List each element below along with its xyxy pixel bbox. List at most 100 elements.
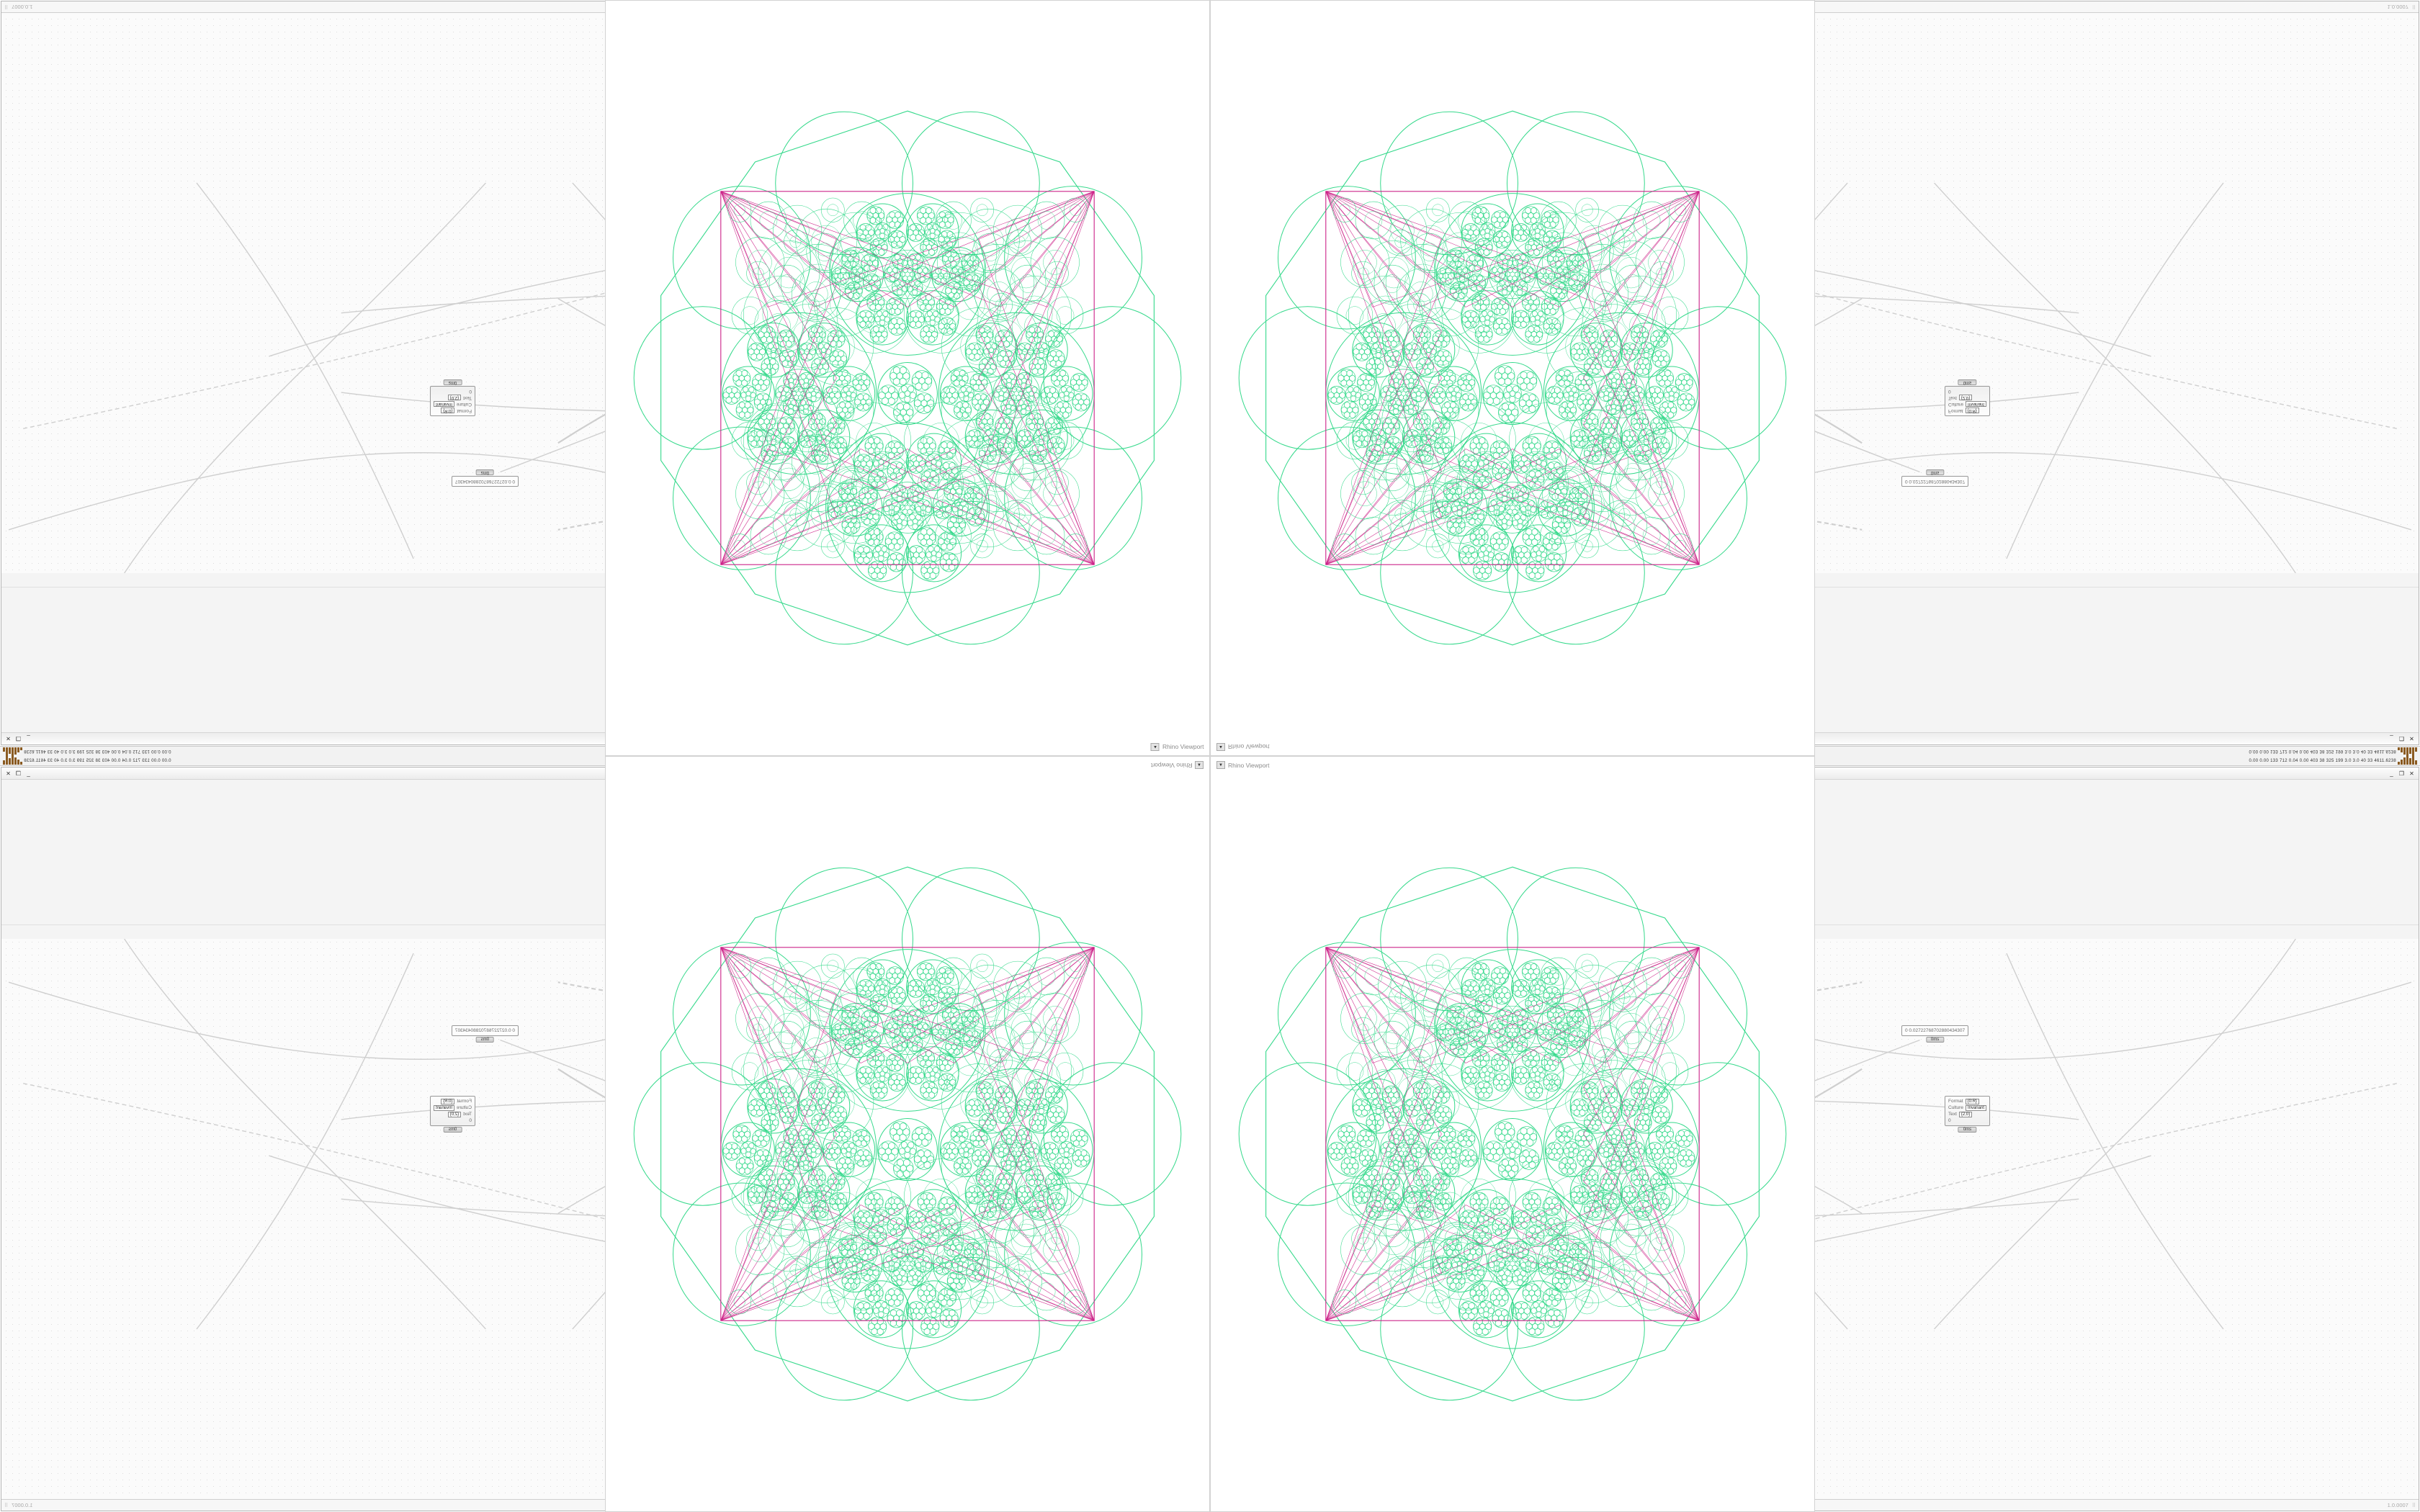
node-timer: 0ms bbox=[1958, 379, 1977, 385]
node-param-label: Culture bbox=[457, 402, 472, 407]
node-param-label: 0 0.02722768702880434307 bbox=[1905, 1028, 1966, 1033]
viewport-nav-button[interactable]: ▼ bbox=[1195, 761, 1204, 769]
node-param-value[interactable]: Invariant bbox=[1965, 1104, 1986, 1111]
node-row: Culture Invariant bbox=[1948, 1104, 1986, 1111]
node-param-label: 0 0.02722768702880434307 bbox=[1905, 479, 1966, 484]
node-param-label: Text bbox=[1948, 395, 1957, 400]
node-param-label: 0 bbox=[469, 1118, 472, 1123]
format-node[interactable]: Format {0:R} Culture Invariant Text {2;0} 0 0ms bbox=[430, 1096, 475, 1133]
node-timer: 0ms bbox=[475, 469, 495, 475]
maximize-button[interactable]: ❐ bbox=[2398, 735, 2405, 742]
node-param-label: 0 bbox=[469, 389, 472, 394]
window-buttons: _ ❐ ✕ bbox=[4, 735, 32, 743]
version-label: 1.0.0007 bbox=[2387, 1502, 2408, 1508]
window-buttons: _ ❐ ✕ bbox=[4, 770, 32, 778]
node-param-label: Culture bbox=[1948, 402, 1963, 407]
system-monitor-graph bbox=[3, 756, 22, 765]
viewport-nav-button[interactable]: ▼ bbox=[1216, 761, 1225, 769]
viewport-nav-button[interactable]: ▲ bbox=[1216, 743, 1225, 751]
node-param-label: 0 0.02722768702880434307 bbox=[454, 1028, 515, 1033]
node-param-label: Culture bbox=[457, 1105, 472, 1110]
close-button[interactable]: ✕ bbox=[2409, 735, 2414, 742]
node-param-value[interactable]: {2;0} bbox=[1958, 395, 1973, 401]
node-timer: 0ms bbox=[443, 379, 462, 385]
system-monitor-graph bbox=[2398, 756, 2417, 765]
node-param-value[interactable]: {2;0} bbox=[447, 395, 462, 401]
panel-number[interactable]: 0 0.02722768702880434307 0ms bbox=[1901, 1025, 1969, 1043]
maximize-button[interactable]: ❐ bbox=[15, 770, 22, 777]
node-param-value[interactable]: {0:R} bbox=[441, 1098, 455, 1104]
node-row: 0 bbox=[434, 388, 472, 395]
rhino-viewport-top-right[interactable]: ▲ Rhino Viewport bbox=[1210, 0, 1815, 756]
circle-packing-plot bbox=[1238, 866, 1787, 1402]
resize-grip[interactable]: ⠿ bbox=[5, 1503, 9, 1508]
format-node[interactable]: Format {0:R} Culture Invariant Text {2;0} 0 0ms bbox=[1945, 1096, 1990, 1133]
node-param-value[interactable]: Invariant bbox=[1965, 401, 1986, 408]
node-param-label: Text bbox=[1948, 1112, 1957, 1117]
node-param-label: 0 0.02722768702880434307 bbox=[454, 479, 515, 484]
resize-grip[interactable]: ⠿ bbox=[2411, 4, 2415, 9]
format-node[interactable]: Format {0:R} Culture Invariant Text {2;0} 0 0ms bbox=[1945, 379, 1990, 416]
close-button[interactable]: ✕ bbox=[6, 735, 11, 742]
circle-packing-plot bbox=[633, 866, 1182, 1402]
format-node[interactable]: Format {0:R} Culture Invariant Text {2;0} 0 0ms bbox=[430, 379, 475, 416]
node-row: 0 0.02722768702880434307 bbox=[1905, 478, 1965, 485]
window-buttons: _ ❐ ✕ bbox=[2388, 735, 2416, 743]
maximize-button[interactable]: ❐ bbox=[2398, 770, 2405, 777]
minimize-button[interactable]: _ bbox=[27, 770, 30, 777]
system-monitor-graph bbox=[2398, 747, 2417, 756]
node-row: Format {0:R} bbox=[434, 1098, 472, 1104]
node-param-value[interactable]: {2;0} bbox=[447, 1111, 462, 1117]
viewport-nav-button[interactable]: ▲ bbox=[1150, 743, 1160, 751]
minimize-button[interactable]: _ bbox=[2390, 735, 2393, 742]
node-timer: 0ms bbox=[1958, 1127, 1977, 1133]
resize-grip[interactable]: ⠿ bbox=[2411, 1503, 2416, 1508]
node-param-label: 0 bbox=[1948, 389, 1951, 394]
node-param-value[interactable]: {0:R} bbox=[441, 408, 455, 414]
node-param-label: Format bbox=[457, 1099, 472, 1104]
panel-number[interactable]: 0 0.02722768702880434307 0ms bbox=[1901, 469, 1969, 487]
minimize-button[interactable]: _ bbox=[2390, 770, 2393, 777]
node-param-label: Text bbox=[463, 1112, 472, 1117]
version-label: 1.0.0007 bbox=[12, 1502, 33, 1508]
node-row: Culture Invariant bbox=[1948, 401, 1986, 408]
node-timer: 0ms bbox=[1925, 1037, 1945, 1043]
viewport-label-br: ▼ Rhino Viewport bbox=[1216, 761, 1270, 769]
node-row: Text {2;0} bbox=[434, 395, 472, 401]
close-button[interactable]: ✕ bbox=[2409, 770, 2414, 777]
panel-number[interactable]: 0 0.02722768702880434307 0ms bbox=[451, 469, 519, 487]
node-param-label: Culture bbox=[1948, 1105, 1963, 1110]
maximize-button[interactable]: ❐ bbox=[15, 735, 22, 742]
node-param-value[interactable]: Invariant bbox=[434, 1104, 455, 1111]
node-param-value[interactable]: {0:R} bbox=[1965, 408, 1979, 414]
node-row: Format {0:R} bbox=[434, 408, 472, 414]
node-row: 0 0.02722768702880434307 bbox=[455, 1027, 515, 1034]
node-row: Text {2;0} bbox=[1948, 1111, 1986, 1117]
node-param-value[interactable]: Invariant bbox=[434, 401, 455, 408]
node-row: Culture Invariant bbox=[434, 401, 472, 408]
system-monitor-readout: 0.00 0.00 133 712 0.04 0.00 403 38 325 1… bbox=[24, 758, 171, 763]
node-timer: 0ms bbox=[475, 1037, 495, 1043]
node-param-label: 0 bbox=[1948, 1118, 1951, 1123]
node-row: Text {2;0} bbox=[434, 1111, 472, 1117]
node-row: Text {2;0} bbox=[1948, 395, 1986, 401]
rhino-viewport-top-left[interactable]: Rhino Viewport ▲ bbox=[605, 0, 1210, 756]
rhino-viewport-bottom-left[interactable]: Rhino Viewport ▼ bbox=[605, 756, 1210, 1512]
resize-grip[interactable]: ⠿ bbox=[5, 4, 9, 9]
circle-packing-plot bbox=[1238, 110, 1787, 646]
node-param-label: Format bbox=[1948, 1099, 1963, 1104]
version-label: 1.0.0007 bbox=[2387, 4, 2408, 10]
panel-number[interactable]: 0 0.02722768702880434307 0ms bbox=[451, 1025, 519, 1043]
minimize-button[interactable]: _ bbox=[27, 735, 30, 742]
node-param-value[interactable]: {2;0} bbox=[1958, 1111, 1973, 1117]
node-row: 0 0.02722768702880434307 bbox=[455, 478, 515, 485]
circle-packing-plot bbox=[633, 110, 1182, 646]
node-row: 0 bbox=[1948, 1117, 1986, 1124]
close-button[interactable]: ✕ bbox=[6, 770, 11, 777]
node-param-value[interactable]: {0:R} bbox=[1965, 1098, 1979, 1104]
node-timer: 0ms bbox=[443, 1127, 462, 1133]
rhino-viewport-bottom-right[interactable]: ▼ Rhino Viewport bbox=[1210, 756, 1815, 1512]
system-monitor-graph bbox=[3, 747, 22, 756]
node-row: Format {0:R} bbox=[1948, 1098, 1986, 1104]
window-buttons: _ ❐ ✕ bbox=[2388, 770, 2416, 778]
